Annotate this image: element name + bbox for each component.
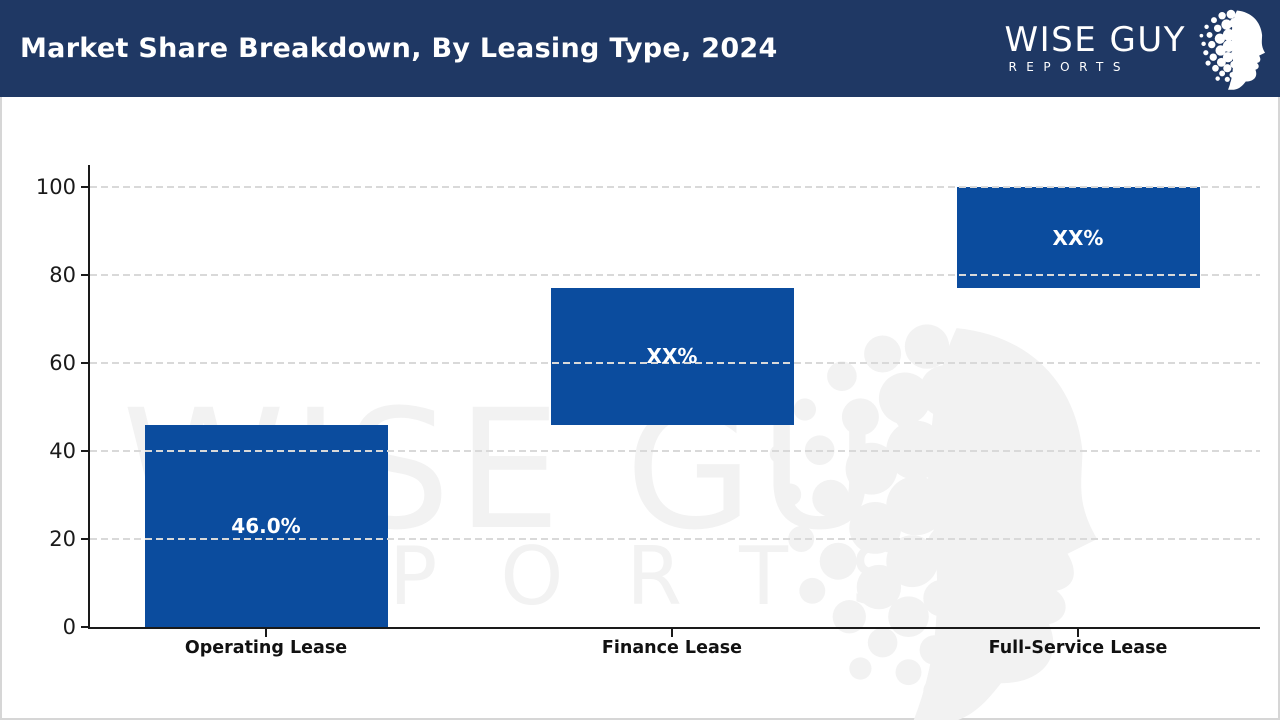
y-tick-label-20: 20 xyxy=(49,527,76,551)
brand-logo-text: WISE GUY REPORTS xyxy=(1004,23,1186,74)
header-bar: Market Share Breakdown, By Leasing Type,… xyxy=(0,0,1280,97)
brand-logo: WISE GUY REPORTS xyxy=(1004,8,1268,90)
y-tick-mark-60 xyxy=(81,362,89,364)
bar-operating-lease xyxy=(144,424,388,627)
y-tick-mark-0 xyxy=(81,626,89,628)
gridline-80 xyxy=(90,274,1260,276)
x-axis-spine xyxy=(88,627,1260,629)
x-axis-label-finance-lease: Finance Lease xyxy=(601,638,743,658)
gridline-20 xyxy=(90,538,1260,540)
x-axis-label-full-service-lease: Full-Service Lease xyxy=(988,638,1168,658)
bar-value-label-operating-lease: 46.0% xyxy=(231,513,301,538)
gridline-40 xyxy=(90,450,1260,452)
y-tick-mark-20 xyxy=(81,538,89,540)
page-title: Market Share Breakdown, By Leasing Type,… xyxy=(20,33,778,64)
bar-finance-lease xyxy=(550,288,794,425)
y-tick-label-80: 80 xyxy=(49,263,76,287)
x-tick-mark-finance-lease xyxy=(671,629,673,637)
logo-wordmark: WISE GUY xyxy=(1004,20,1186,60)
bar-value-label-full-service-lease: XX% xyxy=(1052,225,1104,250)
chart-canvas: WISE GUY REPORTS 46.0% XX% XX% 0 20 40 60 80 10… xyxy=(0,97,1280,720)
x-axis-label-operating-lease: Operating Lease xyxy=(184,638,348,658)
plot-area: 46.0% XX% XX% xyxy=(90,165,1260,627)
y-tick-mark-80 xyxy=(81,274,89,276)
y-tick-label-60: 60 xyxy=(49,351,76,375)
y-tick-label-40: 40 xyxy=(49,439,76,463)
bar-full-service-lease xyxy=(956,187,1200,289)
y-tick-mark-40 xyxy=(81,450,89,452)
gridline-100 xyxy=(90,186,1260,188)
y-tick-mark-100 xyxy=(81,186,89,188)
y-tick-label-0: 0 xyxy=(62,615,76,639)
x-tick-mark-full-service-lease xyxy=(1077,629,1079,637)
gridline-60 xyxy=(90,362,1260,364)
logo-face-icon xyxy=(1199,9,1266,90)
x-tick-mark-operating-lease xyxy=(265,629,267,637)
y-tick-label-100: 100 xyxy=(35,175,76,199)
logo-subtext: REPORTS xyxy=(1008,60,1130,74)
y-axis-spine xyxy=(88,165,90,628)
bar-value-label-finance-lease: XX% xyxy=(646,344,698,369)
